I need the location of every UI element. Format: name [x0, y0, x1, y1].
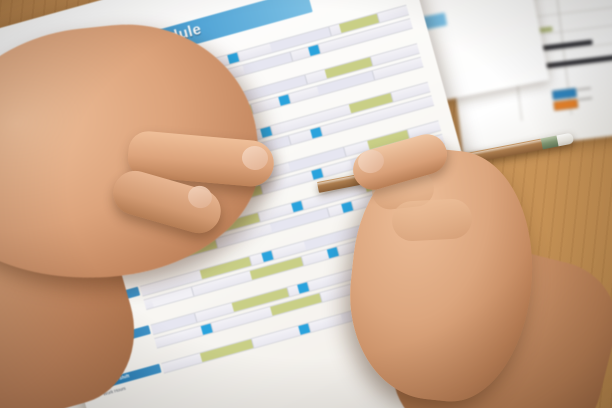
cell-highlight-blue[interactable] [297, 282, 311, 294]
legend-swatch-scheduled [551, 87, 577, 100]
cell-highlight-blue[interactable] [326, 246, 340, 259]
gantt-legend [551, 86, 594, 113]
cell-highlight-blue[interactable] [291, 200, 305, 213]
cell-highlight-blue[interactable] [261, 250, 275, 263]
cell-highlight-blue[interactable] [200, 323, 214, 335]
cell-highlight-blue[interactable] [308, 44, 322, 57]
legend-label-actual [578, 97, 593, 101]
right-hand-knuckle [391, 197, 473, 243]
cell-highlight-blue[interactable] [278, 94, 292, 106]
cell-highlight-blue[interactable] [341, 201, 355, 213]
legend-label-scheduled [576, 87, 592, 91]
cell-highlight-blue[interactable] [311, 168, 325, 180]
cell-highlight-blue[interactable] [227, 52, 241, 64]
cell-highlight-blue[interactable] [260, 126, 274, 138]
cell-highlight-blue[interactable] [298, 323, 312, 335]
legend-swatch-actual [553, 98, 579, 111]
cell-highlight-blue[interactable] [310, 126, 324, 139]
